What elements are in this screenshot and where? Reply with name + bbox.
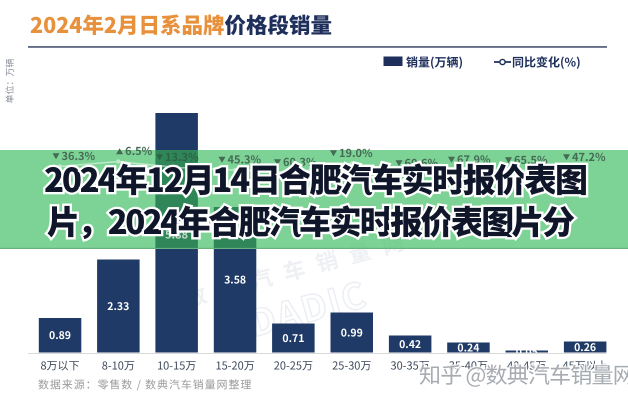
svg-text:销量(万辆): 销量(万辆) — [406, 54, 463, 71]
svg-text:30-35万: 30-35万 — [390, 358, 429, 374]
svg-text:0.89: 0.89 — [49, 328, 71, 343]
svg-text:6.5%: 6.5% — [125, 143, 153, 159]
svg-text:0.26: 0.26 — [574, 340, 596, 355]
svg-text:数据来源：零售数 / 数典汽车销量网整理: 数据来源：零售数 / 数典汽车销量网整理 — [38, 377, 252, 393]
svg-text:20-25万: 20-25万 — [274, 358, 313, 374]
svg-text:2024年12月14日合肥汽车实时报价表图: 2024年12月14日合肥汽车实时报价表图 — [44, 154, 588, 202]
svg-text:19.0%: 19.0% — [339, 145, 373, 161]
svg-text:15-20万: 15-20万 — [215, 358, 254, 374]
svg-text:45.3%: 45.3% — [228, 152, 262, 168]
svg-text:0.24: 0.24 — [457, 340, 479, 355]
svg-text:知乎 @数典汽车销量网: 知乎 @数典汽车销量网 — [419, 358, 628, 390]
svg-text:0.71: 0.71 — [282, 331, 304, 346]
svg-text:60.3%: 60.3% — [283, 154, 317, 170]
svg-text:60.6%: 60.6% — [405, 155, 439, 171]
svg-text:8-10万: 8-10万 — [102, 358, 135, 374]
svg-text:67.9%: 67.9% — [457, 152, 491, 168]
svg-text:2024年2月日系品牌价格段销量: 2024年2月日系品牌价格段销量 — [30, 9, 332, 40]
svg-text:单位：万辆: 单位：万辆 — [3, 58, 16, 103]
svg-text:0.42: 0.42 — [399, 337, 421, 352]
svg-text:36.3%: 36.3% — [62, 148, 96, 164]
svg-text:0.05: 0.05 — [516, 344, 538, 359]
svg-text:35-40万: 35-40万 — [449, 358, 488, 374]
svg-text:47.2%: 47.2% — [572, 149, 606, 165]
svg-text:65.5%: 65.5% — [514, 152, 548, 168]
svg-text:同比变化(%): 同比变化(%) — [512, 54, 581, 71]
svg-text:片，2024年合肥汽车实时报价表图片分: 片，2024年合肥汽车实时报价表图片分 — [47, 196, 575, 244]
svg-text:2.33: 2.33 — [107, 299, 129, 314]
svg-text:0.99: 0.99 — [341, 325, 363, 340]
svg-text:45万以上: 45万以上 — [562, 358, 607, 374]
svg-text:40-45万: 40-45万 — [507, 358, 546, 374]
svg-text:5.88: 5.88 — [165, 227, 188, 243]
svg-text:8万以下: 8万以下 — [40, 358, 79, 374]
svg-text:13.3%: 13.3% — [165, 149, 199, 165]
svg-text:25-30万: 25-30万 — [332, 358, 371, 374]
svg-text:10-15万: 10-15万 — [157, 358, 196, 374]
svg-text:3.58: 3.58 — [224, 273, 246, 288]
